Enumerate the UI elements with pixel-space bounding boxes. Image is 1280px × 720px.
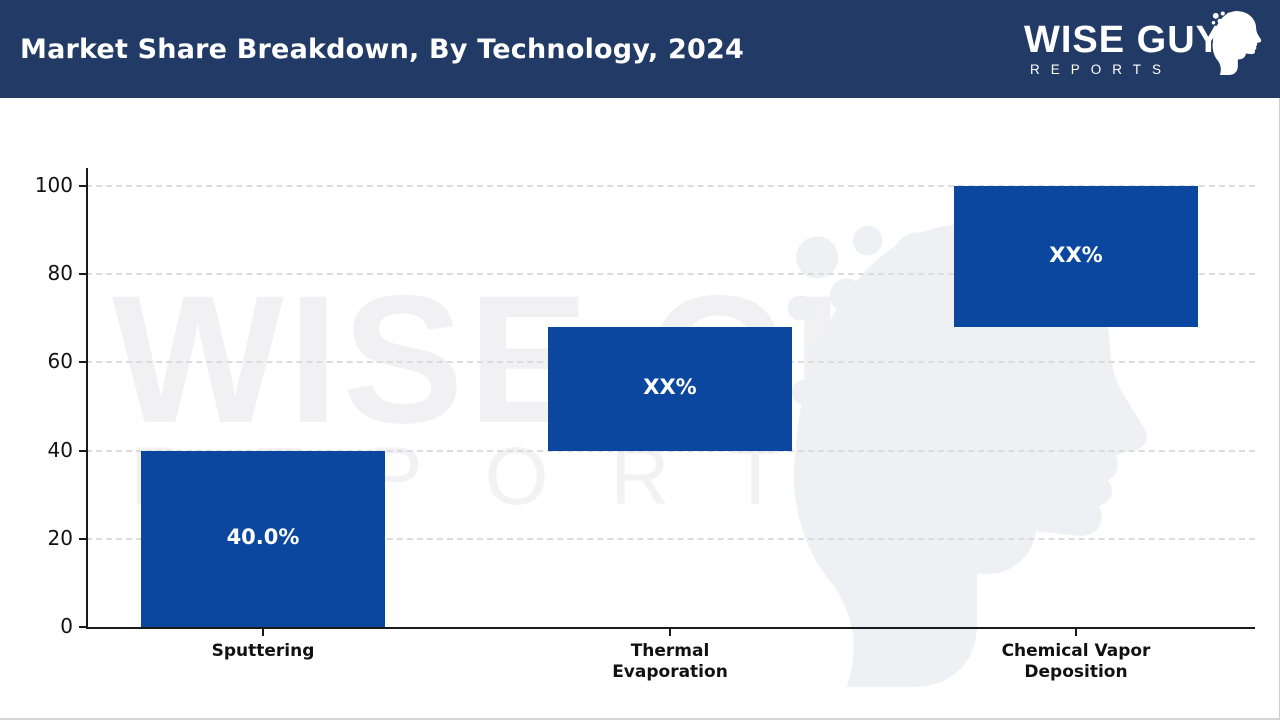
x-axis-category-label: Sputtering (211, 641, 315, 661)
x-axis-category-label: Chemical Vapor Deposition (1001, 641, 1151, 682)
y-axis-label: 0 (60, 614, 73, 638)
y-axis-label: 20 (47, 525, 73, 550)
x-axis-tick (1075, 629, 1077, 636)
x-axis-tick (262, 629, 264, 636)
x-axis-line (86, 627, 1255, 629)
y-axis-tick (79, 361, 86, 364)
y-axis-line (86, 168, 88, 629)
y-axis-label: 60 (47, 349, 73, 374)
bar-2 (548, 327, 792, 451)
y-axis-tick (79, 185, 86, 187)
y-axis-tick (79, 273, 86, 276)
logo-subtext: REPORTS (1030, 62, 1172, 77)
x-axis-category-label: Thermal Evaporation (612, 641, 728, 682)
y-axis-label: 100 (34, 173, 73, 197)
x-axis-tick (669, 629, 671, 636)
y-axis-tick (79, 626, 86, 628)
logo-wordmark: WISE GUY (1024, 19, 1222, 61)
bar-value-label: XX% (643, 374, 697, 399)
y-axis-tick (79, 537, 86, 540)
bar-value-label: 40.0% (226, 524, 300, 549)
gridline-80 (86, 273, 1255, 276)
page-title: Market Share Breakdown, By Technology, 2… (20, 33, 745, 65)
wiseguy-logo-svg: WISE GUY REPORTS (1024, 10, 1262, 77)
gridline-40 (86, 449, 1255, 452)
bar-3 (954, 186, 1198, 328)
bar-value-label: XX% (1049, 242, 1103, 267)
y-axis-label: 80 (47, 261, 73, 286)
gridline-20 (86, 537, 1255, 540)
wiseguy-logo: WISE GUY REPORTS (1024, 6, 1270, 92)
y-axis-tick (79, 449, 86, 452)
bar-1 (141, 450, 385, 627)
y-axis-label: 40 (47, 437, 73, 462)
header-bar: Market Share Breakdown, By Technology, 2… (0, 0, 1280, 98)
gridline-100 (86, 185, 1255, 187)
